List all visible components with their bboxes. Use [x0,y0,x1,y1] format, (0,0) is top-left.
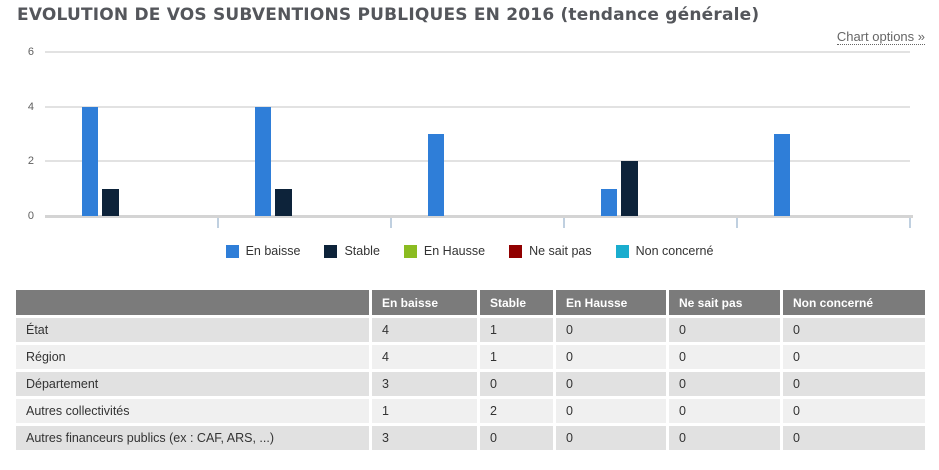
row-label: Autres collectivités [16,399,369,423]
chart-options-link[interactable]: Chart options » [836,29,925,45]
cell-autres-financeurs-publics-ex-caf-ars-en-hausse: 0 [556,426,666,450]
row-label: Région [16,345,369,369]
y-axis-label: 2 [27,155,34,168]
cell-autres-financeurs-publics-ex-caf-ars-non-concerne: 0 [783,426,925,450]
table-row-departement: Département 3 0 0 0 0 [16,372,925,396]
cell-region-stable: 1 [480,345,553,369]
legend-label: Non concerné [635,244,714,258]
y-gridline [45,51,910,53]
chart-legend: En baisse Stable En Hausse Ne sait pas Non c… [0,241,939,261]
cell-autres-collectivites-en-baisse: 1 [372,399,477,423]
bar-stable-etat[interactable] [102,188,119,216]
y-axis-label: 0 [27,210,34,222]
cell-region-ne-sait-pas: 0 [669,345,780,369]
column-header-non-concerne: Non concerné [783,290,925,315]
bar-en-baisse-region[interactable] [254,106,272,216]
legend-label: En Hausse [423,244,486,258]
cell-autres-collectivites-non-concerne: 0 [783,399,925,423]
x-axis-tick [736,218,738,228]
cell-departement-ne-sait-pas: 0 [669,372,780,396]
table-row-autres-financeurs-publics-ex-caf-ars: Autres financeurs publics (ex : CAF, ARS… [16,426,925,450]
cell-departement-en-baisse: 3 [372,372,477,396]
cell-autres-collectivites-stable: 2 [480,399,553,423]
bar-en-baisse-autres-financeurs-publics-ex-caf-ars[interactable] [773,134,791,216]
table-header-row: En baisse Stable En Hausse Ne sait pas Non c… [16,290,925,315]
bar-en-baisse-departement[interactable] [427,134,445,216]
cell-autres-collectivites-ne-sait-pas: 0 [669,399,780,423]
cell-etat-ne-sait-pas: 0 [669,318,780,342]
x-axis-line [45,215,913,218]
y-axis-label: 6 [27,46,34,58]
x-axis-tick [390,218,392,228]
legend-swatch-icon [509,244,523,258]
cell-autres-financeurs-publics-ex-caf-ars-stable: 0 [480,426,553,450]
table-row-etat: État 4 1 0 0 0 [16,318,925,342]
cell-region-en-hausse: 0 [556,345,666,369]
y-axis-label: 4 [27,100,34,113]
row-label: Département [16,372,369,396]
cell-region-en-baisse: 4 [372,345,477,369]
row-label: Autres financeurs publics (ex : CAF, ARS… [16,426,369,450]
legend-item-en-baisse[interactable]: En baisse [225,244,301,258]
chart-title: EVOLUTION DE VOS SUBVENTIONS PUBLIQUES E… [17,5,760,25]
cell-autres-financeurs-publics-ex-caf-ars-ne-sait-pas: 0 [669,426,780,450]
data-table: En baisse Stable En Hausse Ne sait pas Non c… [13,287,928,453]
column-header-en-baisse: En baisse [372,290,477,315]
column-header-ne-sait-pas: Ne sait pas [669,290,780,315]
legend-swatch-icon [403,244,417,258]
table-row-autres-collectivites: Autres collectivités 1 2 0 0 0 [16,399,925,423]
cell-autres-collectivites-en-hausse: 0 [556,399,666,423]
y-gridline [45,160,910,163]
x-axis-tick [563,218,565,228]
bar-stable-autres-collectivites[interactable] [621,161,638,216]
bar-en-baisse-autres-collectivites[interactable] [600,188,618,216]
cell-autres-financeurs-publics-ex-caf-ars-en-baisse: 3 [372,426,477,450]
bar-stable-region[interactable] [275,188,292,216]
cell-etat-stable: 1 [480,318,553,342]
cell-region-non-concerne: 0 [783,345,925,369]
legend-item-non-concerne[interactable]: Non concerné [615,244,714,258]
bar-en-baisse-etat[interactable] [81,106,99,216]
cell-etat-non-concerne: 0 [783,318,925,342]
legend-label: Stable [344,244,380,258]
legend-label: Ne sait pas [529,244,592,258]
column-header-empty [16,290,369,315]
legend-swatch-icon [225,244,239,258]
cell-departement-en-hausse: 0 [556,372,666,396]
row-label: État [16,318,369,342]
table-row-region: Région 4 1 0 0 0 [16,345,925,369]
legend-item-en-hausse[interactable]: En Hausse [403,244,486,258]
x-axis-tick [909,218,911,228]
cell-etat-en-hausse: 0 [556,318,666,342]
cell-etat-en-baisse: 4 [372,318,477,342]
cell-departement-stable: 0 [480,372,553,396]
column-header-stable: Stable [480,290,553,315]
legend-swatch-icon [615,244,629,258]
legend-label: En baisse [245,244,301,258]
cell-departement-non-concerne: 0 [783,372,925,396]
legend-swatch-icon [324,244,338,258]
legend-item-stable[interactable]: Stable [324,244,380,258]
legend-item-ne-sait-pas[interactable]: Ne sait pas [509,244,592,258]
x-axis-tick [217,218,219,228]
column-header-en-hausse: En Hausse [556,290,666,315]
y-gridline [45,105,910,108]
